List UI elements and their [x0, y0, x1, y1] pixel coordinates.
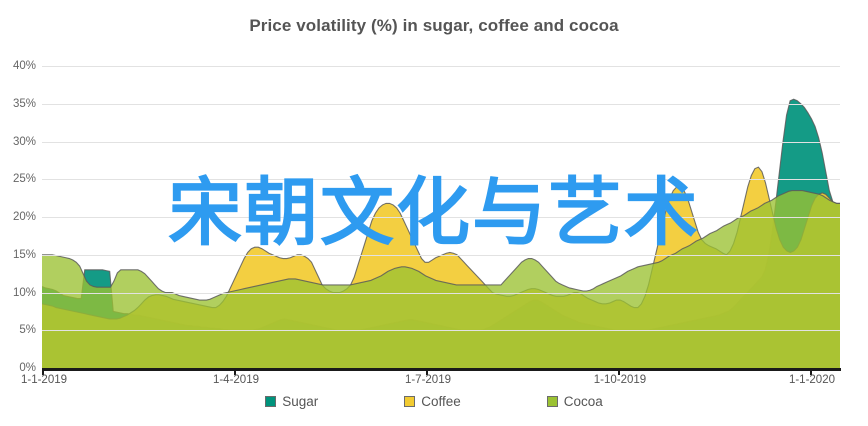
legend-label-cocoa: Cocoa: [563, 394, 603, 409]
gridline: [42, 141, 840, 143]
y-tick-label: 35%: [12, 97, 36, 110]
y-tick-label: 5%: [19, 324, 36, 337]
legend-swatch-cocoa: [546, 396, 558, 407]
x-tick-mark: [617, 368, 620, 375]
gridline: [42, 179, 840, 181]
x-tick-mark: [809, 368, 812, 375]
legend-item-coffee[interactable]: Coffee: [404, 394, 461, 409]
chart-legend: Sugar Coffee Cocoa: [0, 394, 868, 409]
x-tick-label: 1-1-2019: [20, 374, 68, 386]
series-area-cocoa: [42, 190, 840, 368]
gridline: [42, 103, 840, 105]
legend-label-coffee: Coffee: [421, 394, 461, 409]
x-tick-label: 1-4-2019: [212, 374, 260, 386]
x-tick-label: 1-1-2020: [788, 374, 836, 386]
x-tick-mark: [233, 368, 236, 375]
gridline: [42, 292, 840, 294]
series-line-cocoa: [42, 190, 840, 301]
y-tick-label: 0%: [19, 362, 36, 374]
y-tick-label: 40%: [12, 60, 36, 72]
chart-title: Price volatility (%) in sugar, coffee an…: [249, 16, 619, 35]
x-tick-mark: [425, 368, 428, 375]
y-tick-label: 15%: [12, 248, 36, 261]
y-tick-label: 30%: [12, 135, 36, 148]
legend-swatch-coffee: [404, 396, 416, 407]
series-cocoa: [42, 190, 840, 368]
watermark-text: 宋朝文化与艺术: [168, 171, 700, 254]
gridline: [42, 254, 840, 256]
plot-area: [42, 66, 840, 368]
x-tick-mark: [42, 368, 44, 375]
legend-label-sugar: Sugar: [282, 394, 319, 409]
x-tick-label: 1-7-2019: [404, 374, 452, 386]
x-tick-label: 1-10-2019: [593, 374, 647, 386]
gridline: [42, 66, 840, 67]
y-tick-label: 10%: [12, 286, 36, 299]
gridline: [42, 330, 840, 332]
legend-item-sugar[interactable]: Sugar: [265, 394, 318, 409]
gridline: [42, 217, 840, 218]
legend-item-cocoa[interactable]: Cocoa: [546, 394, 603, 409]
legend-swatch-sugar: [265, 396, 277, 407]
x-axis-line: [42, 368, 841, 371]
